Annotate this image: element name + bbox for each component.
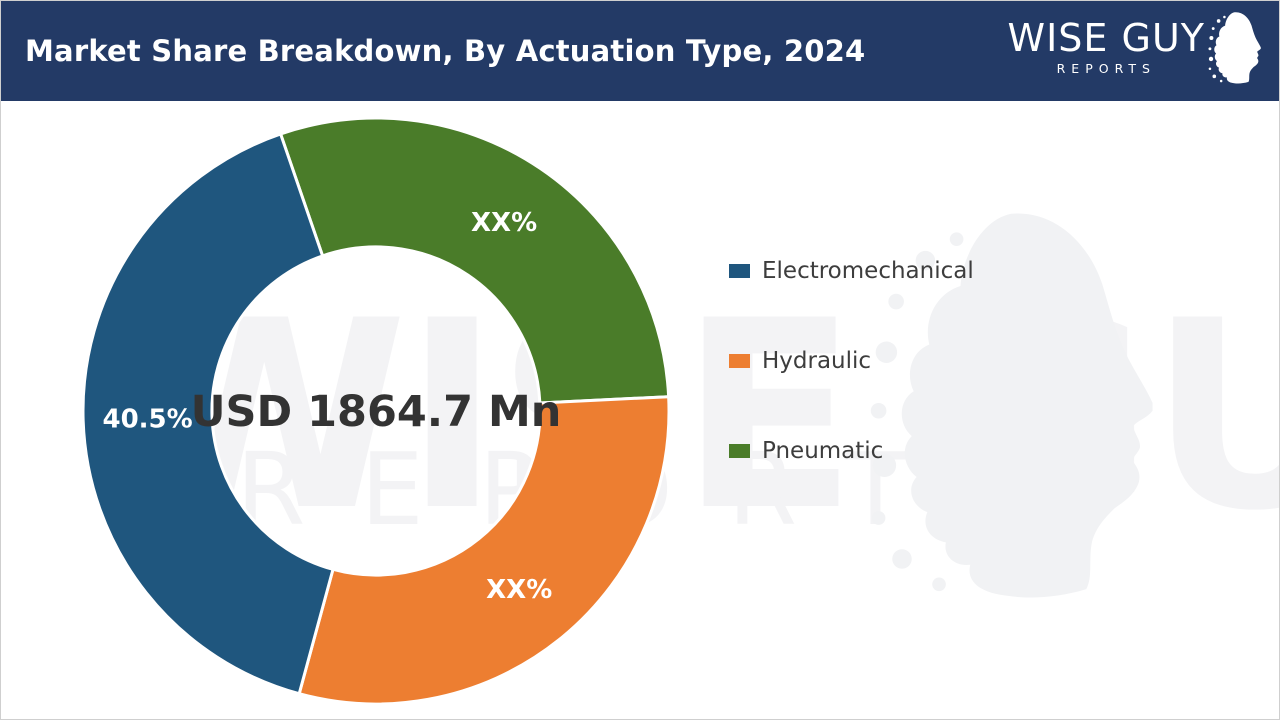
legend-item-hydraulic: Hydraulic	[729, 347, 974, 375]
wiseguy-logo: WISE GUY REPORTS	[1008, 9, 1265, 85]
donut-slice-hydraulic	[297, 395, 671, 706]
legend-label: Electromechanical	[762, 258, 974, 284]
slice-label-pneumatic: XX%	[471, 208, 537, 238]
slice-label-electromechanical: 40.5%	[102, 405, 192, 435]
header-bar: Market Share Breakdown, By Actuation Typ…	[1, 1, 1279, 101]
legend-swatch-electromechanical	[729, 264, 750, 278]
donut-slice-pneumatic	[279, 116, 671, 405]
logo-text: WISE GUY REPORTS	[1007, 16, 1205, 76]
legend-swatch-pneumatic	[729, 444, 750, 458]
legend-label: Hydraulic	[762, 348, 872, 374]
slice-label-hydraulic: XX%	[486, 575, 552, 605]
donut-chart: USD 1864.7 Mn XX% XX% 40.5%	[81, 116, 671, 706]
legend-swatch-hydraulic	[729, 354, 750, 368]
logo-wordmark: WISE GUY	[1007, 16, 1205, 61]
donut-slice-electromechanical	[81, 132, 335, 696]
legend-label: Pneumatic	[762, 438, 884, 464]
center-value-label: USD 1864.7 Mn	[191, 387, 562, 437]
legend-item-electromechanical: Electromechanical	[729, 257, 974, 285]
logo-subtitle: REPORTS	[1056, 60, 1156, 76]
legend: Electromechanical Hydraulic Pneumatic	[729, 257, 974, 465]
legend-item-pneumatic: Pneumatic	[729, 437, 974, 465]
chart-area: WISE GUY REPORTS USD 1864.7 Mn XX%XX%40.…	[1, 101, 1279, 719]
logo-face-icon	[1207, 9, 1265, 85]
chart-title: Market Share Breakdown, By Actuation Typ…	[25, 34, 866, 68]
